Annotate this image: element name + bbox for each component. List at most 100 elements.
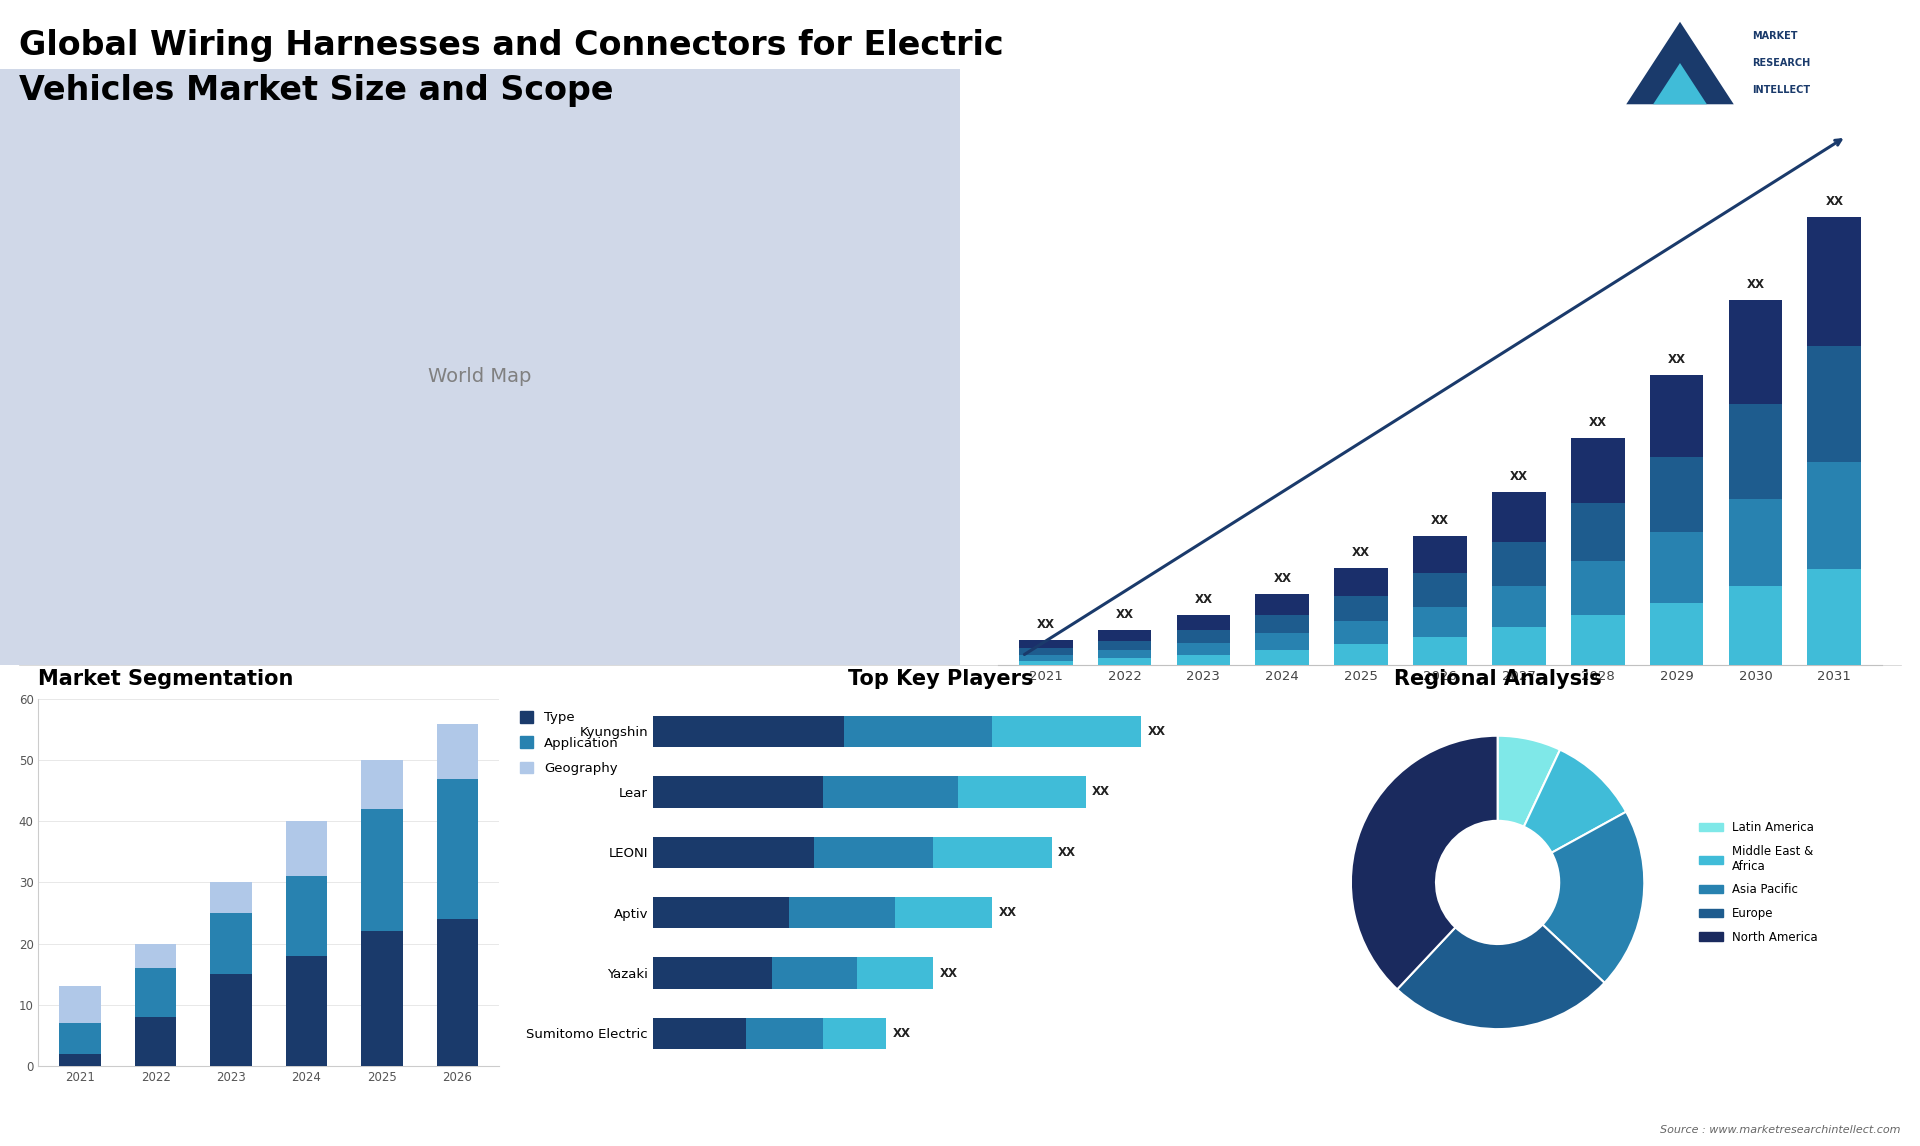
- Bar: [1334, 567, 1388, 596]
- Title: Regional Analysis: Regional Analysis: [1394, 669, 1601, 689]
- Text: XX: XX: [1668, 353, 1686, 366]
- Bar: [286, 877, 326, 956]
- Wedge shape: [1542, 811, 1644, 983]
- Bar: [1807, 570, 1860, 665]
- Text: Vehicles Market Size and Scope: Vehicles Market Size and Scope: [19, 74, 614, 108]
- Bar: [1807, 462, 1860, 570]
- Bar: [361, 760, 403, 809]
- Bar: [993, 716, 1140, 747]
- Text: XX: XX: [1058, 846, 1077, 858]
- Bar: [134, 943, 177, 968]
- Bar: [1413, 573, 1467, 606]
- Bar: [1256, 615, 1309, 634]
- Bar: [1177, 643, 1231, 654]
- Bar: [286, 956, 326, 1066]
- Bar: [822, 1018, 887, 1049]
- Bar: [60, 1023, 102, 1053]
- Bar: [1571, 615, 1624, 665]
- Bar: [211, 882, 252, 913]
- Bar: [1177, 654, 1231, 665]
- Text: Global Wiring Harnesses and Connectors for Electric: Global Wiring Harnesses and Connectors f…: [19, 29, 1004, 62]
- Bar: [822, 776, 958, 808]
- Bar: [653, 1018, 747, 1049]
- Legend: Latin America, Middle East &
Africa, Asia Pacific, Europe, North America: Latin America, Middle East & Africa, Asi…: [1693, 816, 1822, 949]
- Wedge shape: [1352, 736, 1498, 989]
- Bar: [1649, 603, 1703, 665]
- Bar: [1098, 641, 1152, 650]
- Bar: [1649, 457, 1703, 532]
- Bar: [286, 822, 326, 877]
- Bar: [1807, 217, 1860, 345]
- Bar: [747, 1018, 822, 1049]
- Text: XX: XX: [1273, 572, 1292, 586]
- Bar: [814, 837, 933, 868]
- Bar: [653, 776, 822, 808]
- Bar: [1492, 627, 1546, 665]
- Bar: [134, 968, 177, 1017]
- Bar: [1728, 403, 1782, 499]
- Bar: [436, 919, 478, 1066]
- Bar: [653, 957, 772, 989]
- Bar: [1334, 621, 1388, 644]
- Text: Market Segmentation: Market Segmentation: [38, 669, 294, 689]
- Text: XX: XX: [1826, 195, 1843, 209]
- Text: XX: XX: [1747, 278, 1764, 291]
- Bar: [436, 723, 478, 778]
- Bar: [856, 957, 933, 989]
- Text: XX: XX: [939, 966, 958, 980]
- Wedge shape: [1398, 925, 1605, 1029]
- Bar: [1492, 586, 1546, 627]
- Bar: [653, 897, 789, 928]
- Bar: [1020, 654, 1073, 660]
- Text: XX: XX: [1588, 416, 1607, 430]
- Text: MARKET: MARKET: [1753, 31, 1797, 41]
- Text: XX: XX: [1509, 470, 1528, 484]
- Bar: [60, 1053, 102, 1066]
- Bar: [1571, 503, 1624, 562]
- Bar: [1728, 300, 1782, 403]
- Bar: [1256, 650, 1309, 665]
- Bar: [1334, 644, 1388, 665]
- Bar: [436, 778, 478, 919]
- Bar: [1413, 606, 1467, 637]
- Bar: [772, 957, 856, 989]
- Text: RESEARCH: RESEARCH: [1753, 58, 1811, 68]
- Bar: [958, 776, 1085, 808]
- Legend: Type, Application, Geography: Type, Application, Geography: [515, 706, 624, 780]
- Text: XX: XX: [1148, 725, 1165, 738]
- Bar: [1492, 542, 1546, 586]
- Bar: [843, 716, 993, 747]
- Bar: [1256, 634, 1309, 650]
- Text: INTELLECT: INTELLECT: [1753, 85, 1811, 95]
- Text: XX: XX: [1430, 515, 1450, 527]
- Bar: [1020, 639, 1073, 649]
- Text: XX: XX: [1116, 607, 1133, 621]
- Text: XX: XX: [1037, 618, 1054, 630]
- Text: XX: XX: [1194, 592, 1212, 606]
- Wedge shape: [1524, 749, 1626, 853]
- Bar: [1571, 439, 1624, 503]
- Wedge shape: [1498, 736, 1561, 826]
- Text: XX: XX: [1352, 545, 1371, 559]
- Polygon shape: [1626, 22, 1734, 104]
- Text: XX: XX: [893, 1027, 910, 1039]
- Bar: [1492, 493, 1546, 542]
- Text: XX: XX: [1092, 785, 1110, 799]
- Bar: [789, 897, 895, 928]
- Bar: [653, 837, 814, 868]
- Bar: [1177, 630, 1231, 643]
- Bar: [653, 716, 843, 747]
- Bar: [134, 1017, 177, 1066]
- Bar: [1020, 649, 1073, 654]
- Bar: [1649, 532, 1703, 603]
- Bar: [1728, 586, 1782, 665]
- Polygon shape: [1653, 63, 1707, 104]
- Bar: [1177, 615, 1231, 630]
- Title: Top Key Players: Top Key Players: [849, 669, 1033, 689]
- Bar: [1098, 630, 1152, 641]
- Bar: [895, 897, 993, 928]
- Bar: [1098, 650, 1152, 658]
- Bar: [1649, 375, 1703, 457]
- Bar: [60, 987, 102, 1023]
- Bar: [1098, 658, 1152, 665]
